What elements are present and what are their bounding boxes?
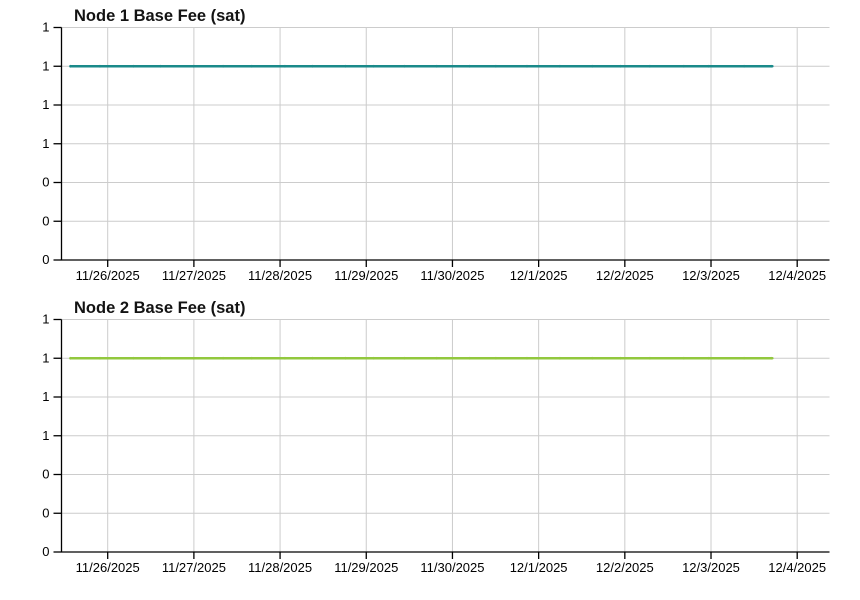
svg-text:1: 1	[42, 312, 49, 327]
svg-text:11/26/2025: 11/26/2025	[76, 268, 140, 280]
svg-text:12/3/2025: 12/3/2025	[682, 560, 740, 572]
svg-text:11/28/2025: 11/28/2025	[248, 560, 312, 572]
svg-text:11/30/2025: 11/30/2025	[420, 560, 484, 572]
svg-text:12/2/2025: 12/2/2025	[596, 268, 654, 280]
svg-text:11/29/2025: 11/29/2025	[334, 560, 398, 572]
svg-text:11/27/2025: 11/27/2025	[162, 560, 226, 572]
svg-text:0: 0	[42, 213, 49, 228]
svg-text:12/4/2025: 12/4/2025	[768, 268, 826, 280]
svg-text:12/1/2025: 12/1/2025	[510, 560, 568, 572]
svg-text:0: 0	[42, 544, 49, 559]
svg-text:1: 1	[42, 350, 49, 365]
svg-text:11/30/2025: 11/30/2025	[420, 268, 484, 280]
svg-text:12/4/2025: 12/4/2025	[768, 560, 826, 572]
svg-text:12/2/2025: 12/2/2025	[596, 560, 654, 572]
svg-text:0: 0	[42, 252, 49, 267]
svg-text:11/29/2025: 11/29/2025	[334, 268, 398, 280]
svg-text:0: 0	[42, 175, 49, 190]
svg-text:11/26/2025: 11/26/2025	[76, 560, 140, 572]
svg-text:1: 1	[42, 20, 49, 35]
svg-text:0: 0	[42, 467, 49, 482]
svg-text:1: 1	[42, 58, 49, 73]
svg-text:0: 0	[42, 505, 49, 520]
svg-text:12/3/2025: 12/3/2025	[682, 268, 740, 280]
svg-text:1: 1	[42, 428, 49, 443]
svg-text:1: 1	[42, 97, 49, 112]
svg-text:11/27/2025: 11/27/2025	[162, 268, 226, 280]
svg-text:12/1/2025: 12/1/2025	[510, 268, 568, 280]
svg-text:1: 1	[42, 136, 49, 151]
svg-text:11/28/2025: 11/28/2025	[248, 268, 312, 280]
svg-text:1: 1	[42, 389, 49, 404]
